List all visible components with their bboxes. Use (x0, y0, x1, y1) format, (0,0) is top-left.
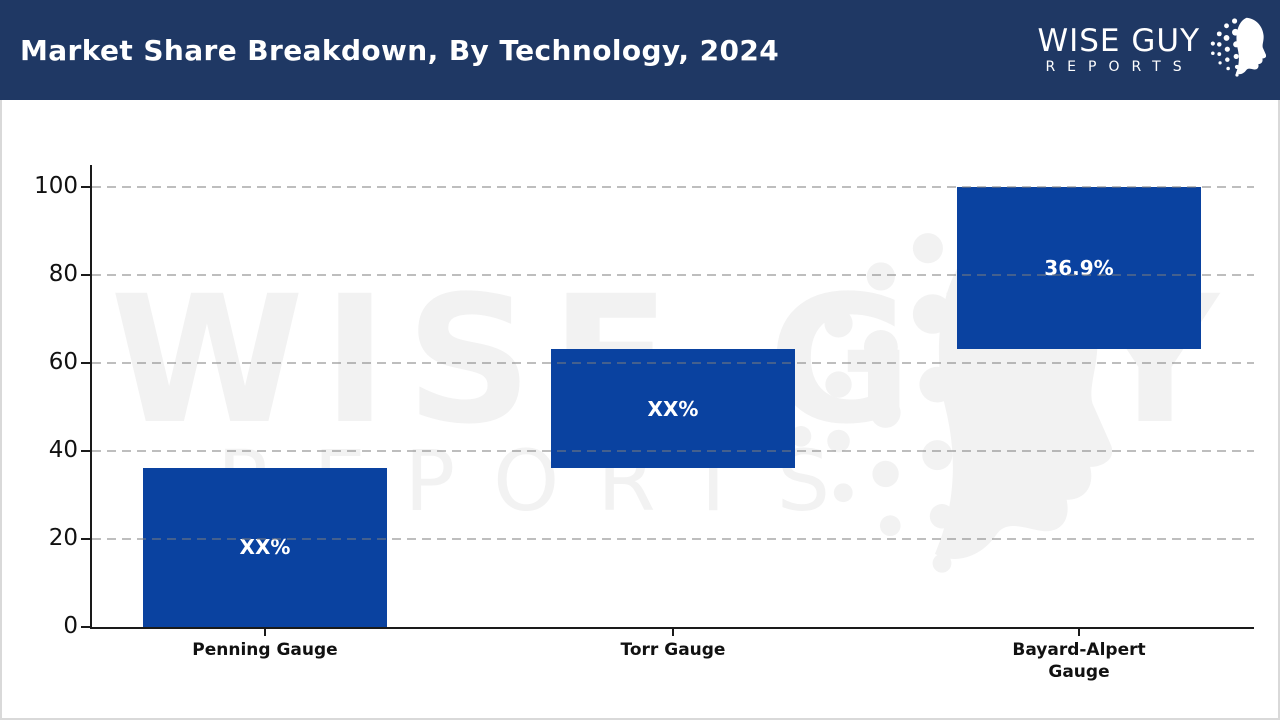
y-tick-label: 80 (48, 261, 78, 287)
y-axis-spine (90, 165, 92, 629)
x-tick-label: Penning Gauge (192, 640, 338, 660)
y-tick-label: 0 (63, 613, 78, 639)
x-axis-spine (90, 627, 1254, 629)
x-axis-tick (672, 629, 674, 636)
chart-card: WISE GUY REPORTS 020 (0, 100, 1280, 720)
logo: WISE GUY REPORTS (1037, 12, 1266, 88)
header: Market Share Breakdown, By Technology, 2… (0, 0, 1280, 100)
y-axis-tick (81, 362, 90, 364)
y-tick-label: 60 (48, 349, 78, 375)
logo-subtext: REPORTS (1045, 59, 1194, 76)
bar-value-label: XX% (647, 396, 699, 421)
logo-wordmark: WISE GUY (1037, 22, 1200, 59)
gridline (92, 538, 1254, 540)
page-title: Market Share Breakdown, By Technology, 2… (20, 33, 780, 67)
gridline (92, 186, 1254, 188)
x-tick-label: Torr Gauge (620, 640, 726, 660)
bar: XX% (551, 349, 795, 468)
bar-value-label: 36.9% (1044, 256, 1114, 281)
x-tick-label: Bayard-Alpert Gauge (1012, 640, 1146, 683)
bar: 36.9% (957, 187, 1201, 350)
y-tick-label: 40 (48, 437, 78, 463)
logo-face-icon (1210, 17, 1266, 77)
gridline (92, 362, 1254, 364)
y-axis-tick (81, 274, 90, 276)
gridline (92, 274, 1254, 276)
y-axis-tick (81, 538, 90, 540)
x-axis-tick (1078, 629, 1080, 636)
plot-area: WISE GUY REPORTS 020 (2, 100, 1280, 718)
x-axis-tick (264, 629, 266, 636)
y-axis-tick (81, 450, 90, 452)
y-axis-tick (81, 186, 90, 188)
gridline (92, 450, 1254, 452)
bar: XX% (143, 467, 387, 627)
y-tick-label: 100 (34, 173, 78, 199)
y-tick-label: 20 (48, 525, 78, 551)
logo-text: WISE GUY REPORTS (1037, 25, 1200, 76)
y-axis-tick (81, 626, 90, 628)
